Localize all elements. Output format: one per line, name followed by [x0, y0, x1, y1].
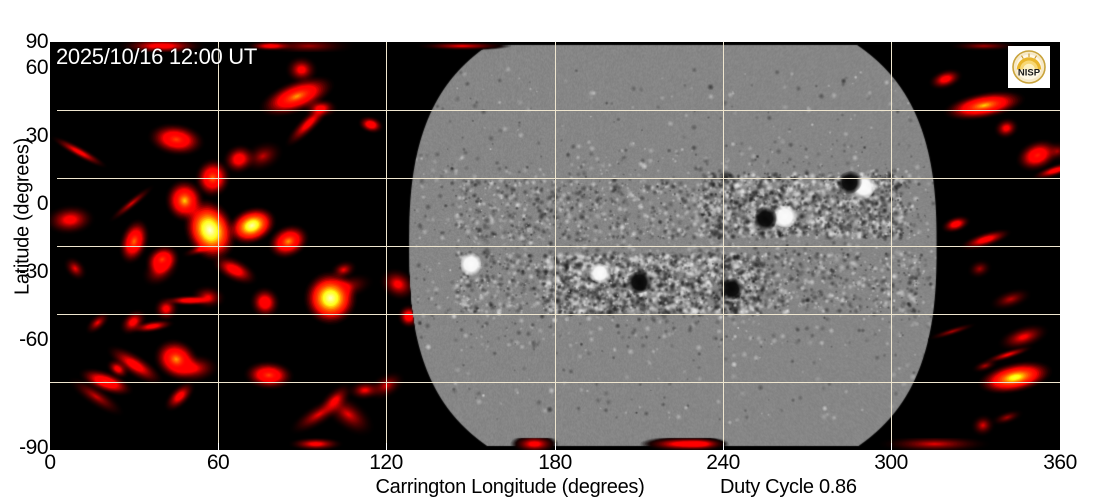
- hot-colormap-overlay: [50, 42, 1060, 450]
- ytickmark-0: [50, 178, 57, 179]
- xtickmark-300: [891, 443, 892, 450]
- y-axis-label: Latitude (degrees): [11, 138, 34, 295]
- xtickmark-240: [723, 443, 724, 450]
- xtick-360: 360: [1043, 451, 1077, 474]
- ytick-30: 30: [25, 124, 49, 147]
- x-axis-label: Carrington Longitude (degrees): [375, 476, 645, 498]
- nisp-logo: NISP: [1008, 46, 1050, 88]
- xtick-300: 300: [874, 451, 908, 474]
- xtick-180: 180: [538, 451, 572, 474]
- xtick-60: 60: [206, 451, 230, 474]
- ytick-m90: -90: [19, 436, 48, 459]
- ytick-0: 0: [36, 192, 49, 215]
- timestamp-label: 2025/10/16 12:00 UT: [56, 44, 258, 69]
- ytickmark-90: [50, 42, 57, 43]
- xtickmark-120: [386, 443, 387, 450]
- duty-cycle-label: Duty Cycle 0.86: [720, 476, 857, 498]
- ytick-60: 60: [25, 56, 49, 79]
- ytick-90: 90: [25, 30, 49, 53]
- xtickmark-60: [218, 443, 219, 450]
- ytickmark-m60: [50, 314, 57, 315]
- ytickmark-m30: [50, 246, 57, 247]
- ytick-m60: -60: [19, 328, 48, 351]
- ytickmark-m90: [50, 449, 57, 450]
- xtick-120: 120: [369, 451, 403, 474]
- xtickmark-180: [555, 443, 556, 450]
- xtick-0: 0: [44, 451, 56, 474]
- plot-area: [50, 42, 1060, 450]
- ytickmark-30: [50, 110, 57, 111]
- nisp-logo-text: NISP: [1018, 68, 1041, 79]
- xtick-240: 240: [706, 451, 740, 474]
- ytick-m30: -30: [19, 260, 48, 283]
